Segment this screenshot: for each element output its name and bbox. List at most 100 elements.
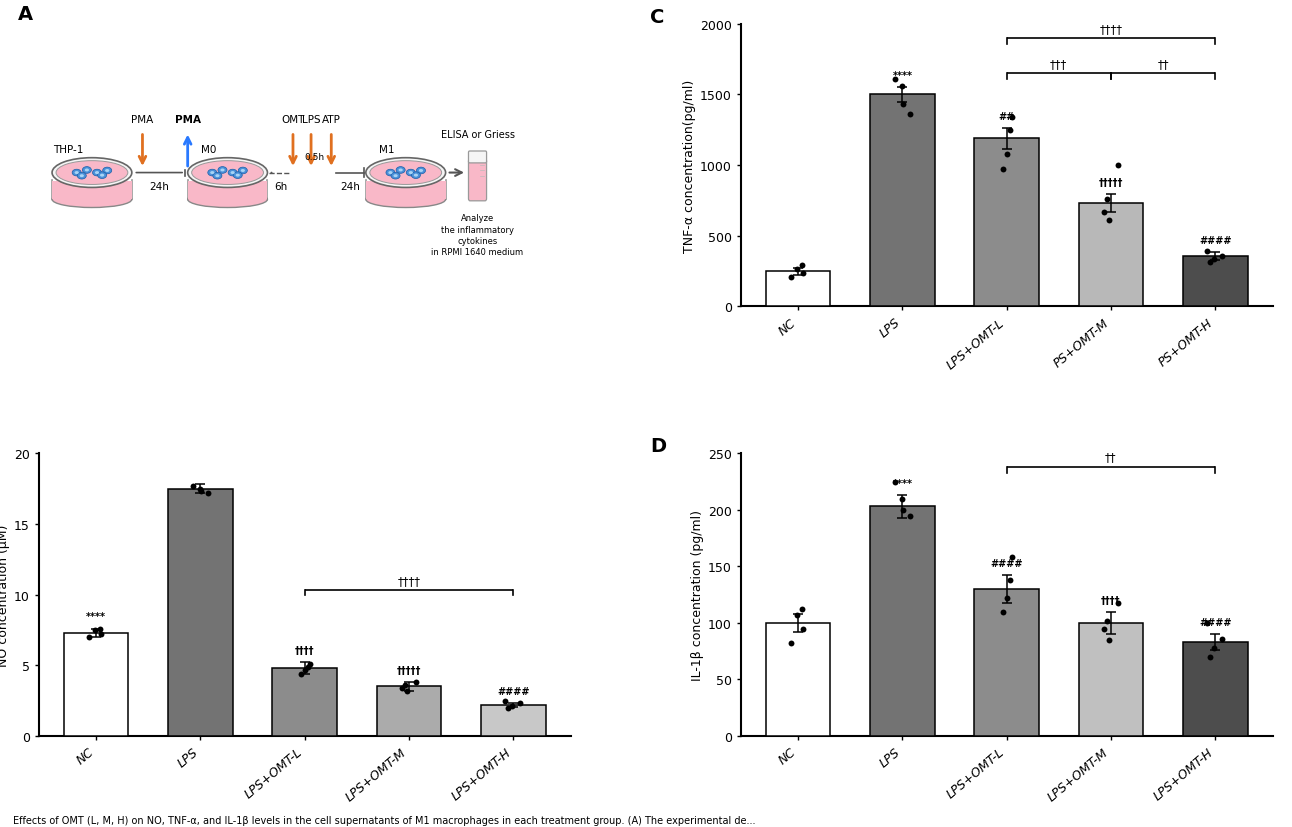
Ellipse shape [93,170,102,177]
Ellipse shape [408,172,413,174]
Text: ††††: †††† [1101,595,1120,605]
Point [395,679,416,692]
Point [992,605,1013,619]
Point [183,480,204,493]
Ellipse shape [229,170,238,177]
Bar [1183,256,1248,307]
Point [190,482,211,495]
Ellipse shape [211,172,214,174]
Y-axis label: NO concentration (μM): NO concentration (μM) [0,523,10,666]
Point [792,622,813,635]
Ellipse shape [413,174,419,178]
Text: D: D [650,437,667,456]
Point [1001,112,1022,125]
Ellipse shape [419,170,422,173]
FancyBboxPatch shape [469,152,487,164]
Text: ##: ## [999,112,1014,122]
Bar [766,623,831,736]
Ellipse shape [391,173,401,179]
Text: M0: M0 [202,145,217,155]
Text: ††††: †††† [1099,22,1123,36]
Text: 0.5h: 0.5h [304,153,324,162]
Text: ELISA or Griess: ELISA or Griess [441,130,514,140]
Ellipse shape [52,159,132,189]
Point [495,694,516,707]
Ellipse shape [72,170,81,177]
Text: ††††: †††† [398,574,420,587]
Point [996,148,1017,161]
Point [893,98,913,112]
Point [999,574,1019,587]
Point [1204,642,1225,655]
Point [79,631,99,644]
Text: PMA: PMA [174,115,200,125]
Point [1001,551,1022,564]
Text: PMA: PMA [132,115,154,125]
Point [999,124,1019,137]
Ellipse shape [105,170,110,173]
Text: ****: **** [893,479,912,489]
Bar [377,686,442,736]
Ellipse shape [187,159,267,189]
Ellipse shape [56,161,128,185]
Ellipse shape [416,168,425,174]
Point [792,259,813,272]
Bar [974,139,1039,307]
Ellipse shape [218,167,227,174]
Bar [974,590,1039,736]
Text: †††: ††† [1050,58,1067,71]
Text: ATP: ATP [322,115,341,125]
Ellipse shape [187,192,267,208]
FancyBboxPatch shape [469,160,487,202]
Text: ####: #### [1199,618,1231,628]
Point [297,660,318,673]
Text: ****: **** [87,612,106,622]
Text: ††: †† [1105,451,1116,464]
Ellipse shape [208,170,217,177]
Ellipse shape [238,168,247,174]
Ellipse shape [411,173,420,179]
Point [792,603,813,616]
Point [1204,253,1225,266]
Bar [1183,643,1248,736]
Y-axis label: IL-1β concentration (pg/ml): IL-1β concentration (pg/ml) [691,509,704,681]
Point [891,492,912,505]
Bar [1079,204,1143,307]
Bar [481,705,545,736]
Text: A: A [18,5,32,24]
Point [1212,250,1233,263]
Ellipse shape [191,161,264,185]
Point [198,487,218,500]
Point [397,684,417,697]
Point [295,663,315,676]
Point [191,485,212,499]
Bar [168,489,233,736]
Ellipse shape [230,172,235,174]
Point [996,591,1017,605]
Bar [63,633,128,736]
Ellipse shape [394,175,398,178]
Point [510,697,531,710]
Point [89,622,110,635]
Point [901,509,921,523]
Point [1097,614,1118,628]
Bar [1079,623,1143,736]
Point [499,701,519,715]
Point [300,657,320,671]
Point [1098,633,1119,647]
Text: Effects of OMT (L, M, H) on NO, TNF-α, and IL-1β levels in the cell supernatants: Effects of OMT (L, M, H) on NO, TNF-α, a… [13,815,756,825]
Text: ####: #### [497,686,530,696]
Ellipse shape [406,170,415,177]
Ellipse shape [366,159,446,189]
Bar [766,272,831,307]
Ellipse shape [102,168,111,174]
Point [780,637,801,650]
Point [1196,616,1217,629]
Text: 24h: 24h [340,182,359,192]
Point [792,266,813,280]
Point [780,270,801,284]
Ellipse shape [98,173,107,179]
Point [1098,214,1119,227]
Point [893,504,913,517]
Polygon shape [366,181,446,200]
